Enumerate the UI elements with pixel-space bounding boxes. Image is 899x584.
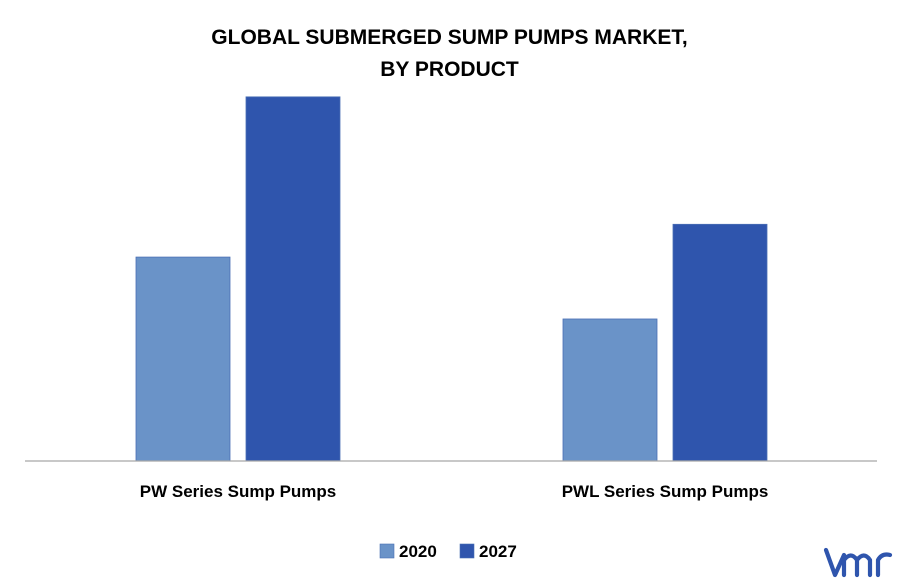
legend-label-2020: 2020	[399, 542, 437, 561]
logo-m-stroke	[841, 553, 873, 578]
chart-title-line-1: GLOBAL SUBMERGED SUMP PUMPS MARKET,	[211, 26, 687, 49]
bar-2027-pw-series	[245, 96, 341, 462]
category-label-pw-series: PW Series Sump Pumps	[140, 482, 337, 501]
logo-r-stroke	[875, 552, 893, 578]
legend: 2020 2027	[379, 542, 517, 561]
bar-2020-pw-series	[135, 256, 231, 462]
vmr-logo-icon	[823, 547, 893, 578]
chart-title-line-2: BY PRODUCT	[380, 58, 519, 81]
legend-swatch-2027	[459, 543, 475, 559]
category-label-pwl-series: PWL Series Sump Pumps	[562, 482, 769, 501]
bars-group	[135, 96, 768, 462]
bar-2027-pwl-series	[672, 223, 768, 462]
bar-2020-pwl-series	[562, 318, 658, 462]
logo-v-stroke	[823, 547, 847, 578]
legend-swatch-2020	[379, 543, 395, 559]
legend-label-2027: 2027	[479, 542, 517, 561]
